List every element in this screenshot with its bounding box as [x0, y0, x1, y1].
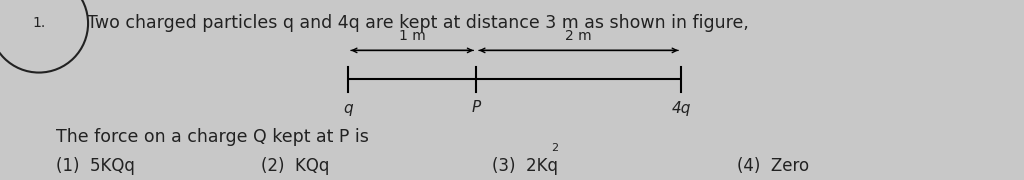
- Text: The force on a charge Q kept at P is: The force on a charge Q kept at P is: [56, 128, 370, 146]
- Text: Two charged particles q and 4q are kept at distance 3 m as shown in figure,: Two charged particles q and 4q are kept …: [87, 14, 749, 32]
- Text: 2: 2: [551, 143, 558, 153]
- Text: (4)  Zero: (4) Zero: [737, 157, 809, 175]
- Text: P: P: [471, 100, 481, 116]
- Text: 2 m: 2 m: [565, 29, 592, 43]
- Text: (3)  2Kq: (3) 2Kq: [492, 157, 557, 175]
- Text: (1)  5KQq: (1) 5KQq: [56, 157, 135, 175]
- Text: (2)  KQq: (2) KQq: [261, 157, 330, 175]
- Text: 4q: 4q: [672, 100, 690, 116]
- Text: 1 m: 1 m: [398, 29, 426, 43]
- Text: q: q: [343, 100, 353, 116]
- Text: 1.: 1.: [33, 16, 45, 30]
